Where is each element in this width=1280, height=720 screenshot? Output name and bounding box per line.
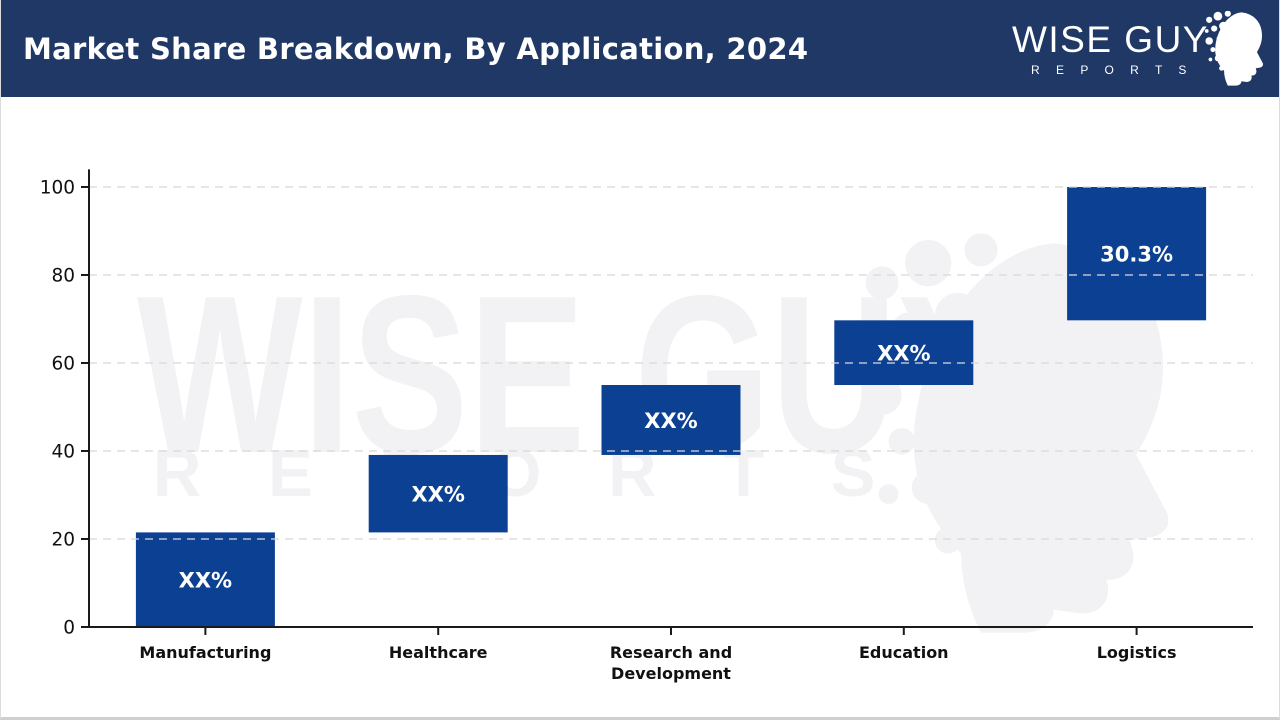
x-category-label-3: Education [859,643,949,662]
y-tick-label-80: 80 [51,266,75,287]
bar-value-label-3: XX% [877,342,930,366]
x-category-label-1: Healthcare [389,643,488,662]
y-tick-label-60: 60 [51,354,75,375]
bar-2 [601,385,741,455]
header-bar: Market Share Breakdown, By Application, … [1,0,1279,97]
bar-0 [135,532,275,627]
logo-text: WISE GUY R E P O R T S [1012,21,1209,77]
logo-reports-label: R E P O R T S [1031,62,1193,77]
y-tick-label-100: 100 [40,178,75,199]
logo-brand-name: WISE GUY [1011,18,1209,60]
x-category-label-4: Logistics [1097,643,1177,662]
page-title: Market Share Breakdown, By Application, … [23,31,809,66]
x-category-label-0: Manufacturing [139,643,271,662]
bar-4 [1067,187,1207,321]
logo-face-icon [1204,10,1264,86]
bar-value-label-4: 30.3% [1100,243,1173,267]
y-tick-label-0: 0 [63,618,75,639]
bar-value-label-0: XX% [179,569,232,593]
bar-1 [368,454,508,533]
y-tick-label-40: 40 [51,442,75,463]
wiseguy-logo: WISE GUY R E P O R T S [1012,10,1265,87]
x-category-label-2: Research and Development [610,643,732,683]
y-tick-label-20: 20 [51,530,75,551]
bar-3 [834,320,974,385]
bar-value-label-1: XX% [411,483,464,507]
bar-value-label-2: XX% [644,409,697,433]
